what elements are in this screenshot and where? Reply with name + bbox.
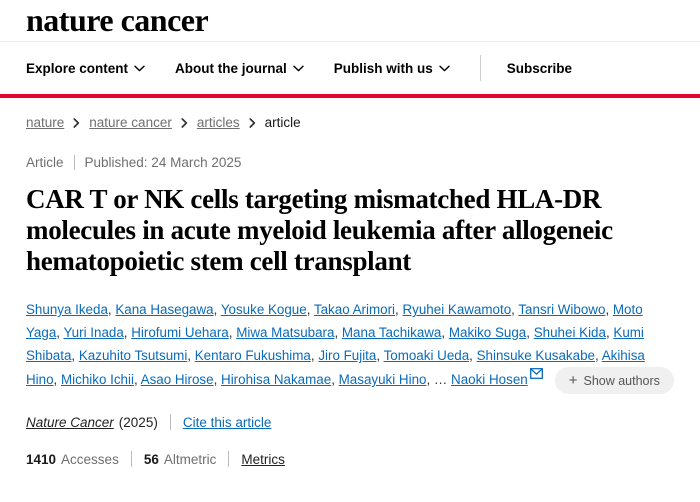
cite-this-article-link[interactable]: Cite this article bbox=[182, 414, 272, 430]
altmetric-label: Altmetric bbox=[163, 451, 217, 467]
breadcrumb-separator-icon bbox=[181, 117, 188, 128]
breadcrumb-separator-icon bbox=[73, 117, 80, 128]
author-link[interactable]: Shinsuke Kusakabe bbox=[476, 348, 595, 363]
author-link[interactable]: Jiro Fujita bbox=[318, 348, 377, 363]
author-link[interactable]: Ryuhei Kawamoto bbox=[402, 302, 512, 317]
plus-icon: + bbox=[568, 372, 578, 389]
author-link[interactable]: Mana Tachikawa bbox=[341, 325, 442, 340]
breadcrumb-item-nature-cancer[interactable]: nature cancer bbox=[89, 115, 172, 130]
author-link[interactable]: Shunya Ikeda bbox=[26, 302, 108, 317]
meta-divider bbox=[73, 155, 75, 170]
metrics-divider bbox=[130, 451, 132, 467]
author-link[interactable]: Moto Yaga bbox=[26, 302, 643, 340]
author-link[interactable]: Miwa Matsubara bbox=[236, 325, 335, 340]
accesses-label: Accesses bbox=[61, 451, 119, 467]
article-type-label: Article bbox=[26, 155, 64, 170]
author-link[interactable]: Makiko Suga bbox=[448, 325, 527, 340]
breadcrumb-item-current: article bbox=[264, 115, 301, 130]
site-masthead: nature cancer bbox=[0, 0, 700, 42]
article-metrics: 1410 Accesses 56 Altmetric Metrics bbox=[26, 451, 674, 467]
nav-item-publish-with-us[interactable]: Publish with us bbox=[334, 61, 450, 76]
author-link[interactable]: Masayuki Hino bbox=[338, 372, 427, 388]
nav-item-label: About the journal bbox=[175, 60, 287, 76]
chevron-down-icon bbox=[439, 65, 450, 72]
article-page: nature nature cancer articles article Ar… bbox=[0, 98, 700, 467]
show-authors-button[interactable]: + Show authors bbox=[554, 367, 674, 394]
author-link[interactable]: Takao Arimori bbox=[313, 302, 396, 317]
nav-item-label: Explore content bbox=[26, 60, 129, 76]
author-link[interactable]: Yuri Inada bbox=[63, 325, 124, 340]
altmetric-count: 56 bbox=[143, 451, 159, 467]
breadcrumb-separator-icon bbox=[249, 117, 256, 128]
author-link[interactable]: Kumi Shibata bbox=[26, 325, 644, 363]
journal-name-link[interactable]: Nature Cancer bbox=[26, 414, 114, 430]
publication-year: (2025) bbox=[118, 414, 158, 430]
nav-item-subscribe[interactable]: Subscribe bbox=[507, 61, 572, 76]
page-title: CAR T or NK cells targeting mismatched H… bbox=[26, 184, 613, 276]
author-link[interactable]: Tansri Wibowo bbox=[518, 302, 606, 317]
citation-divider bbox=[169, 414, 171, 430]
breadcrumb-item-nature[interactable]: nature bbox=[26, 115, 65, 130]
show-authors-label: Show authors bbox=[583, 373, 660, 388]
nav-item-about-the-journal[interactable]: About the journal bbox=[175, 61, 304, 76]
chevron-down-icon bbox=[293, 65, 304, 72]
author-link[interactable]: Hirohisa Nakamae bbox=[221, 372, 332, 388]
author-list-ellipsis: … bbox=[433, 372, 448, 388]
nav-item-label: Subscribe bbox=[506, 60, 573, 76]
article-published-date: Published: 24 March 2025 bbox=[84, 155, 242, 170]
nav-divider bbox=[479, 55, 481, 81]
author-link[interactable]: Kentaro Fukushima bbox=[194, 348, 311, 363]
nav-item-label: Publish with us bbox=[333, 60, 433, 76]
accesses-count: 1410 bbox=[26, 451, 57, 467]
brand-accent-bar bbox=[0, 94, 700, 98]
chevron-down-icon bbox=[134, 65, 145, 72]
author-link[interactable]: Akihisa Hino bbox=[26, 348, 645, 388]
author-link[interactable]: Shuhei Kida bbox=[533, 325, 606, 340]
author-link[interactable]: Tomoaki Ueda bbox=[383, 348, 470, 363]
breadcrumb-item-articles[interactable]: articles bbox=[196, 115, 240, 130]
author-link[interactable]: Yosuke Kogue bbox=[220, 302, 307, 317]
author-link[interactable]: Hirofumi Uehara bbox=[131, 325, 229, 340]
metrics-divider bbox=[228, 451, 230, 467]
breadcrumb: nature nature cancer articles article bbox=[26, 98, 674, 130]
author-list: Shunya Ikeda, Kana Hasegawa, Yosuke Kogu… bbox=[26, 298, 674, 394]
metrics-link[interactable]: Metrics bbox=[241, 451, 285, 467]
main-navigation: Explore content About the journal Publis… bbox=[0, 42, 700, 94]
author-link[interactable]: Kazuhito Tsutsumi bbox=[78, 348, 188, 363]
author-names: Shunya Ikeda, Kana Hasegawa, Yosuke Kogu… bbox=[26, 302, 645, 388]
journal-citation: Nature Cancer (2025) Cite this article bbox=[26, 414, 674, 430]
author-link[interactable]: Michiko Ichii bbox=[61, 372, 134, 388]
author-link[interactable]: Kana Hasegawa bbox=[115, 302, 214, 317]
author-link[interactable]: Asao Hirose bbox=[140, 372, 214, 388]
corresponding-author-link[interactable]: Naoki Hosen bbox=[451, 372, 528, 388]
article-meta: Article Published: 24 March 2025 bbox=[26, 155, 674, 170]
journal-logo[interactable]: nature cancer bbox=[26, 1, 209, 38]
envelope-icon[interactable] bbox=[529, 367, 543, 379]
nav-item-explore-content[interactable]: Explore content bbox=[26, 61, 145, 76]
